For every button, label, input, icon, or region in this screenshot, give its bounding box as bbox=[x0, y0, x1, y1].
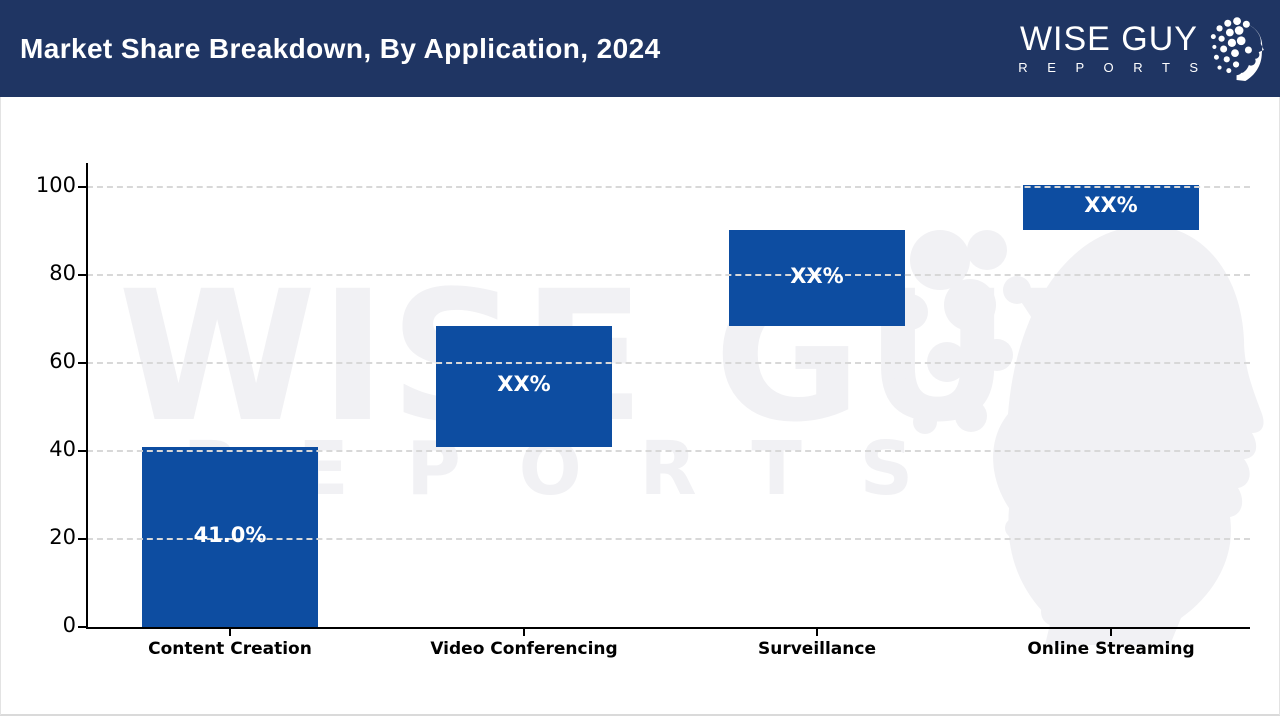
gridline-y80 bbox=[87, 274, 1250, 276]
y-tick-label: 0 bbox=[62, 613, 76, 637]
y-tick-mark bbox=[78, 450, 87, 452]
gridline-y40 bbox=[87, 450, 1250, 452]
y-tick-mark bbox=[78, 538, 87, 540]
y-tick-mark bbox=[78, 626, 87, 628]
bar-surveillance bbox=[729, 230, 905, 327]
bar-value-label: XX% bbox=[497, 372, 551, 397]
x-tick-mark bbox=[816, 629, 818, 636]
x-category-label: Video Conferencing bbox=[430, 639, 618, 659]
bottom-hairline bbox=[0, 714, 1280, 716]
y-tick-label: 80 bbox=[49, 261, 76, 285]
x-category-label: Content Creation bbox=[148, 639, 312, 659]
brand-wordmark-line2: R E P O R T S bbox=[1018, 60, 1206, 75]
gridline-y60 bbox=[87, 362, 1250, 364]
x-axis-spine bbox=[86, 627, 1250, 629]
y-tick-label: 40 bbox=[49, 437, 76, 461]
x-tick-mark bbox=[523, 629, 525, 636]
bar-value-label: 41.0% bbox=[193, 522, 267, 547]
header: Market Share Breakdown, By Application, … bbox=[0, 0, 1280, 97]
bar-online-streaming bbox=[1023, 184, 1199, 231]
y-axis-spine bbox=[86, 163, 88, 629]
x-category-label: Online Streaming bbox=[1027, 639, 1195, 659]
bar-video-conferencing bbox=[436, 326, 612, 447]
y-tick-mark bbox=[78, 362, 87, 364]
page-title: Market Share Breakdown, By Application, … bbox=[20, 32, 661, 64]
bar-content-creation bbox=[142, 446, 318, 627]
left-hairline bbox=[0, 97, 1, 715]
y-tick-mark bbox=[78, 186, 87, 188]
brand-wordmark-line1: WISE GUY bbox=[1019, 20, 1198, 58]
gridline-y100 bbox=[87, 186, 1250, 188]
brand-logo: WISE GUY R E P O R T S bbox=[1018, 16, 1266, 82]
bar-value-label: XX% bbox=[790, 264, 844, 289]
x-tick-mark bbox=[1110, 629, 1112, 636]
gridline-y20 bbox=[87, 538, 1250, 540]
watermark-head-icon bbox=[888, 225, 1264, 645]
x-tick-mark bbox=[229, 629, 231, 636]
y-tick-mark bbox=[78, 274, 87, 276]
brand-head-icon bbox=[1210, 16, 1264, 81]
brand-wordmark: WISE GUY R E P O R T S bbox=[1018, 22, 1198, 75]
y-tick-label: 60 bbox=[49, 349, 76, 373]
y-tick-label: 100 bbox=[35, 173, 76, 197]
y-tick-label: 20 bbox=[49, 525, 76, 549]
bar-value-label: XX% bbox=[1084, 193, 1138, 218]
x-category-label: Surveillance bbox=[757, 639, 876, 659]
